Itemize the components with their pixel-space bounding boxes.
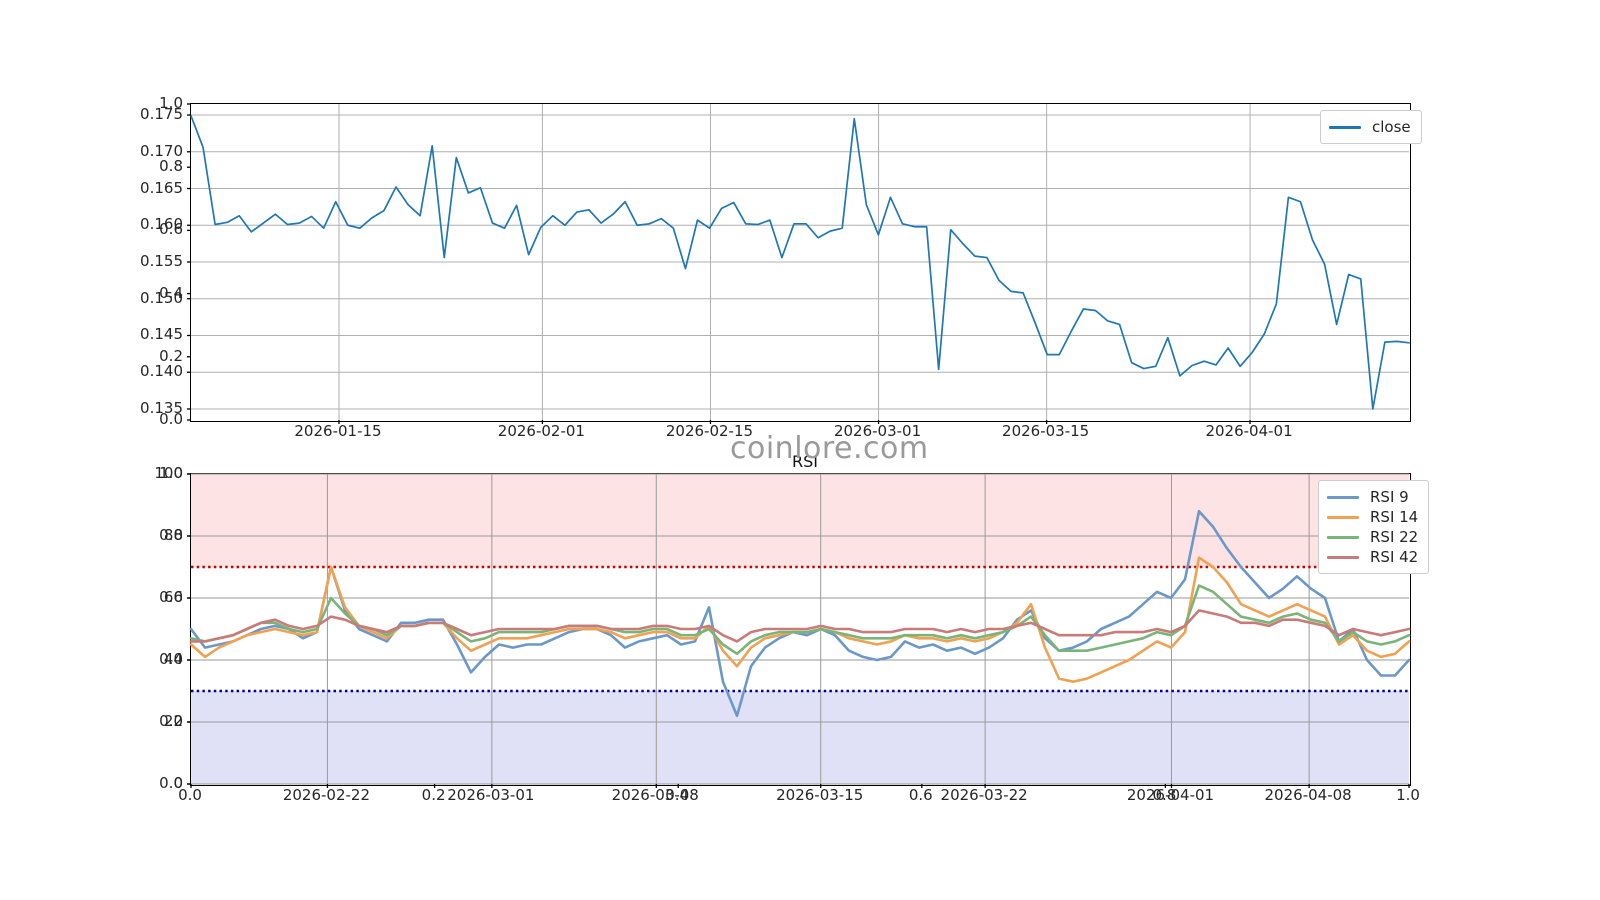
legend-color-swatch — [1327, 515, 1359, 519]
price-y-norm-tick-1.0: 1.0 — [159, 94, 183, 112]
price-y-tick-0.170: 0.170 — [140, 141, 183, 160]
price-legend[interactable]: close — [1320, 110, 1422, 144]
rsi-x-tick-2026-03-22: 2026-03-22 — [940, 786, 1028, 804]
rsi-legend-item[interactable]: RSI 9 — [1327, 487, 1418, 507]
rsi-x-norm-tick-0.2: 0.2 — [421, 786, 446, 804]
price-line-chart — [187, 103, 1410, 424]
rsi-x-tick-2026-04-08: 2026-04-08 — [1264, 786, 1352, 804]
legend-color-swatch — [1327, 535, 1359, 539]
rsi-legend-item[interactable]: RSI 42 — [1327, 547, 1418, 567]
price-y-tick-0.145: 0.145 — [140, 325, 183, 344]
rsi-y-norm-tick-0.0: 0.0 — [159, 774, 183, 792]
legend-label: RSI 9 — [1370, 488, 1409, 506]
price-y-norm-tick-0.0: 0.0 — [159, 410, 183, 428]
price-legend-item[interactable]: close — [1329, 117, 1411, 137]
legend-color-swatch — [1329, 125, 1361, 129]
legend-label: RSI 14 — [1370, 508, 1419, 526]
rsi-x-tick-2026-03-08: 2026-03-08 — [611, 786, 699, 804]
rsi-y-norm-tick-0.8: 0.8 — [159, 526, 183, 544]
price-x-tick-2026-04-01: 2026-04-01 — [1205, 422, 1293, 440]
rsi-series-rsi-14 — [189, 556, 1411, 683]
price-x-tick-2026-03-15: 2026-03-15 — [1002, 422, 1090, 440]
rsi-x-norm-tick-1.0: 1.0 — [1396, 786, 1420, 804]
rsi-legend-item[interactable]: RSI 14 — [1327, 507, 1418, 527]
rsi-band-1 — [191, 691, 1409, 784]
rsi-x-norm-tick-0.6: 0.6 — [908, 786, 933, 804]
price-y-tick-0.140: 0.140 — [140, 362, 183, 381]
price-y-tick-0.135: 0.135 — [140, 398, 183, 417]
rsi-x-tick-2026-02-22: 2026-02-22 — [282, 786, 370, 804]
rsi-y-tick-20: 20 — [163, 712, 183, 730]
rsi-line-chart — [187, 473, 1411, 788]
rsi-series-rsi-42 — [189, 609, 1411, 643]
price-y-tick-0.160: 0.160 — [140, 215, 183, 234]
price-y-tick-0.165: 0.165 — [140, 178, 183, 197]
rsi-y-tick-40: 40 — [163, 650, 183, 668]
price-plot-area — [187, 103, 1411, 424]
price-x-tick-2026-02-15: 2026-02-15 — [665, 422, 754, 440]
price-y-tick-0.175: 0.175 — [140, 105, 183, 124]
price-x-tick-2026-01-15: 2026-01-15 — [294, 422, 382, 440]
rsi-legend[interactable]: RSI 9 RSI 14 RSI 22 RSI 42 — [1318, 480, 1430, 574]
rsi-y-norm-tick-0.2: 0.2 — [159, 712, 183, 730]
legend-color-swatch — [1327, 495, 1359, 499]
price-x-tick-2026-03-01: 2026-03-01 — [833, 422, 922, 440]
rsi-y-tick-0: 0 — [173, 774, 183, 792]
rsi-y-tick-60: 60 — [163, 588, 183, 606]
price-y-tick-0.155: 0.155 — [140, 252, 183, 270]
rsi-x-norm-tick-0.0: 0.0 — [178, 786, 202, 804]
rsi-legend-item[interactable]: RSI 22 — [1327, 527, 1418, 547]
legend-label: RSI 42 — [1370, 548, 1419, 566]
legend-color-swatch — [1327, 555, 1359, 559]
price-y-norm-tick-0.8: 0.8 — [159, 157, 183, 176]
price-y-norm-tick-0.6: 0.6 — [159, 220, 183, 239]
rsi-x-tick-2026-03-01: 2026-03-01 — [447, 786, 535, 804]
rsi-y-norm-tick-0.4: 0.4 — [159, 650, 183, 668]
price-x-tick-2026-02-01: 2026-02-01 — [497, 422, 585, 440]
rsi-series-rsi-22 — [189, 584, 1411, 656]
legend-label: RSI 22 — [1370, 528, 1419, 546]
rsi-plot-area — [187, 473, 1411, 788]
rsi-title: RSI — [792, 452, 818, 471]
price-y-norm-tick-0.4: 0.4 — [159, 283, 183, 302]
rsi-x-tick-2026-04-01: 2026-04-01 — [1126, 786, 1215, 804]
watermark: coinlore.com — [730, 431, 929, 466]
legend-label: close — [1372, 118, 1411, 136]
rsi-y-norm-tick-1.0: 1.0 — [159, 464, 183, 482]
rsi-x-norm-tick-0.4: 0.4 — [665, 786, 690, 804]
rsi-y-tick-80: 80 — [163, 526, 183, 544]
rsi-y-tick-100: 100 — [154, 464, 183, 482]
price-y-tick-0.150: 0.150 — [140, 288, 183, 307]
rsi-band-0 — [191, 474, 1409, 567]
rsi-x-norm-tick-0.8: 0.8 — [1152, 786, 1177, 804]
rsi-x-tick-2026-03-15: 2026-03-15 — [776, 786, 864, 804]
rsi-y-norm-tick-0.6: 0.6 — [159, 588, 183, 606]
price-y-norm-tick-0.2: 0.2 — [159, 346, 183, 365]
